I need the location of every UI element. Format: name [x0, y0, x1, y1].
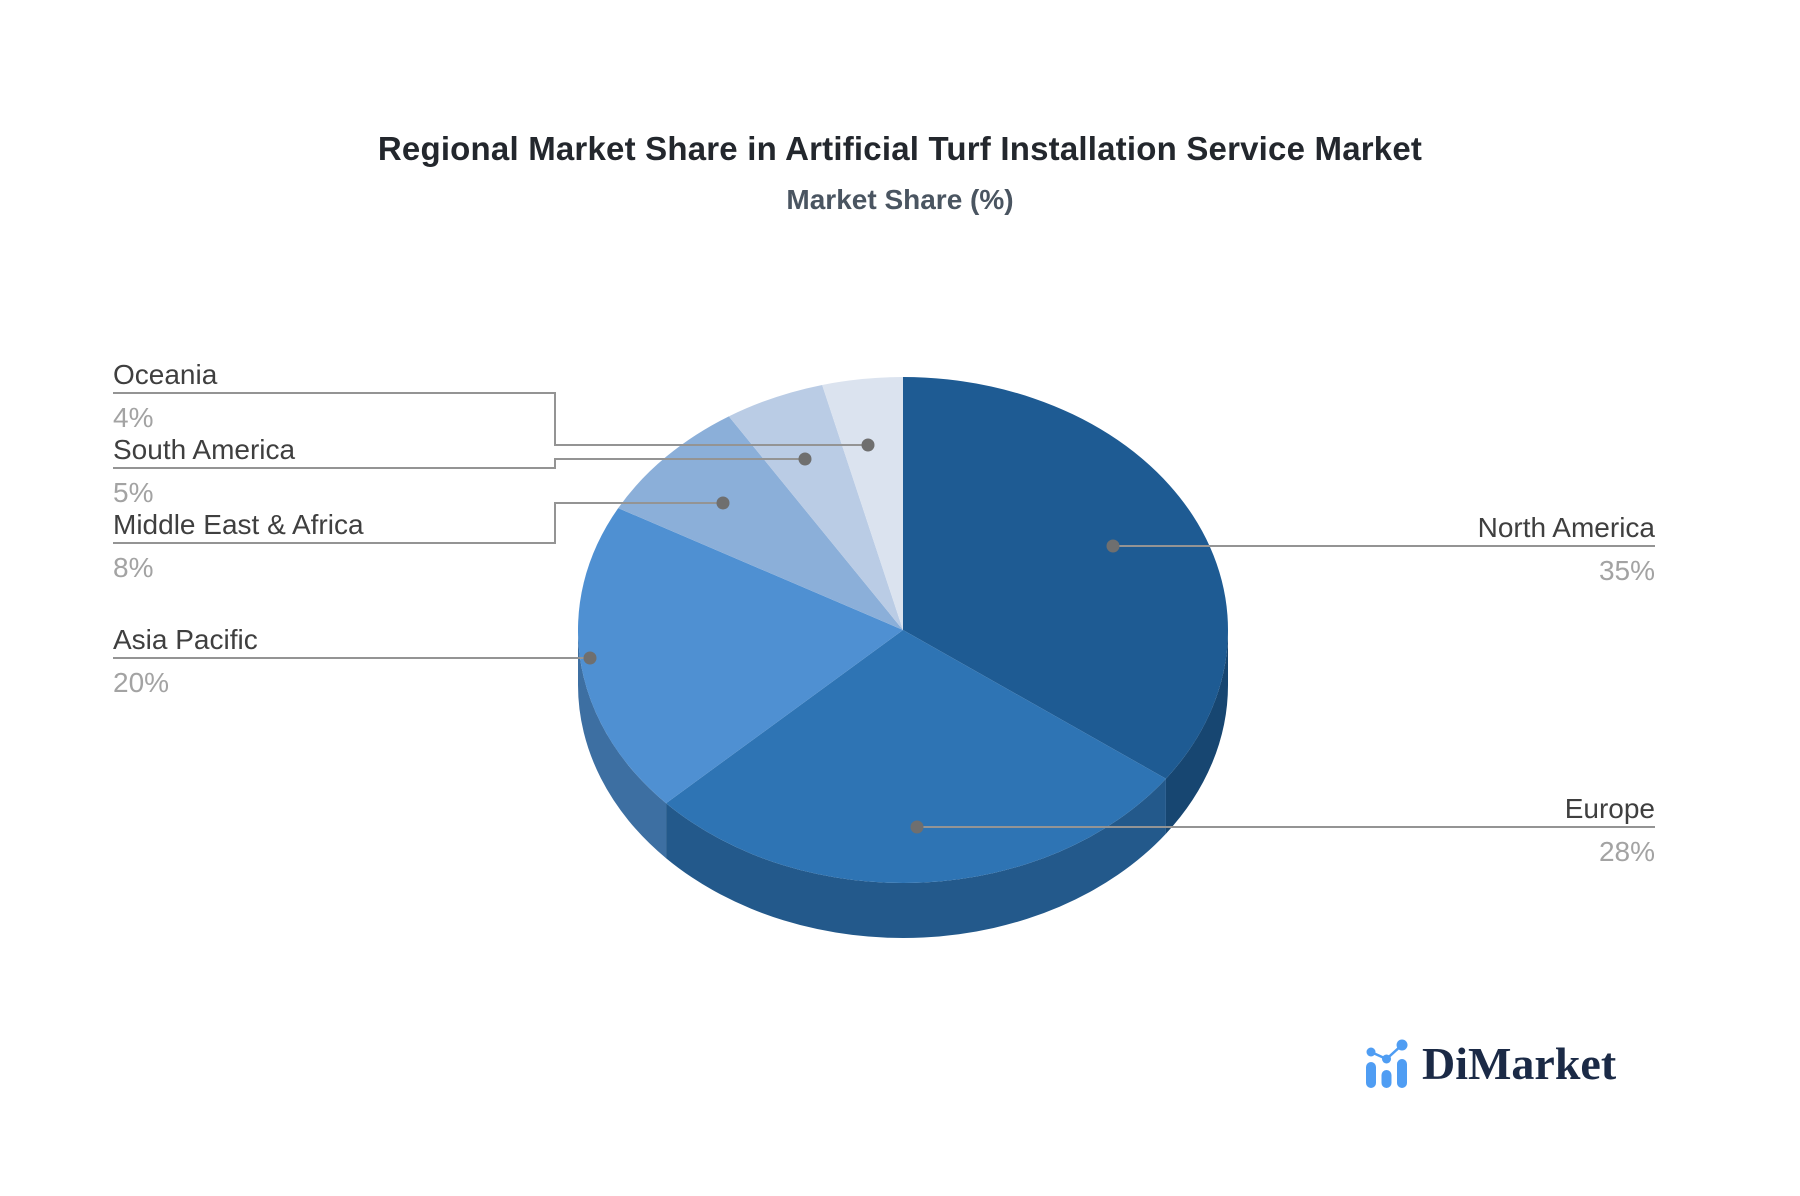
- pie-slice-europe: [666, 630, 1166, 884]
- logo-text: DiMarket: [1422, 1038, 1617, 1089]
- leader-dot: [716, 496, 730, 510]
- slice-value-north-america: 35%: [1598, 555, 1655, 586]
- pie-slice-north-america: [903, 377, 1228, 779]
- slice-label-middle-east-africa: Middle East & Africa: [113, 509, 364, 540]
- slice-label-europe: Europe: [1564, 793, 1655, 824]
- logo: DiMarket: [1364, 1038, 1616, 1088]
- pie-wall: [666, 778, 1166, 938]
- leader-line: [113, 502, 723, 544]
- slice-value-south-america: 5%: [113, 477, 154, 508]
- pie-wall: [1165, 630, 1228, 834]
- pie-slice-asia-pacific: [578, 508, 903, 804]
- leader-dot: [798, 452, 812, 466]
- pie-slice-middle-east-africa: [618, 416, 903, 630]
- leader-dot: [1106, 539, 1120, 553]
- leader-line: [113, 458, 805, 469]
- pie-slice-south-america: [728, 384, 903, 630]
- leader-dot: [583, 651, 597, 665]
- leader-dot: [861, 438, 875, 452]
- slice-label-asia-pacific: Asia Pacific: [113, 624, 258, 655]
- bar-line-chart-icon: [1366, 1039, 1408, 1088]
- slice-label-north-america: North America: [1477, 512, 1655, 543]
- chart-title: Regional Market Share in Artificial Turf…: [377, 130, 1423, 167]
- slice-label-south-america: South America: [113, 434, 296, 465]
- slice-value-asia-pacific: 20%: [113, 667, 170, 698]
- slice-value-oceania: 4%: [113, 402, 154, 433]
- chart-subtitle: Market Share (%): [786, 184, 1014, 215]
- slice-value-europe: 28%: [1598, 836, 1655, 867]
- slice-value-middle-east-africa: 8%: [113, 552, 154, 583]
- slice-label-oceania: Oceania: [113, 359, 218, 390]
- pie-slice-oceania: [822, 377, 903, 630]
- pie-wall: [578, 630, 667, 859]
- leader-dot: [910, 820, 924, 834]
- leader-line: [113, 392, 868, 446]
